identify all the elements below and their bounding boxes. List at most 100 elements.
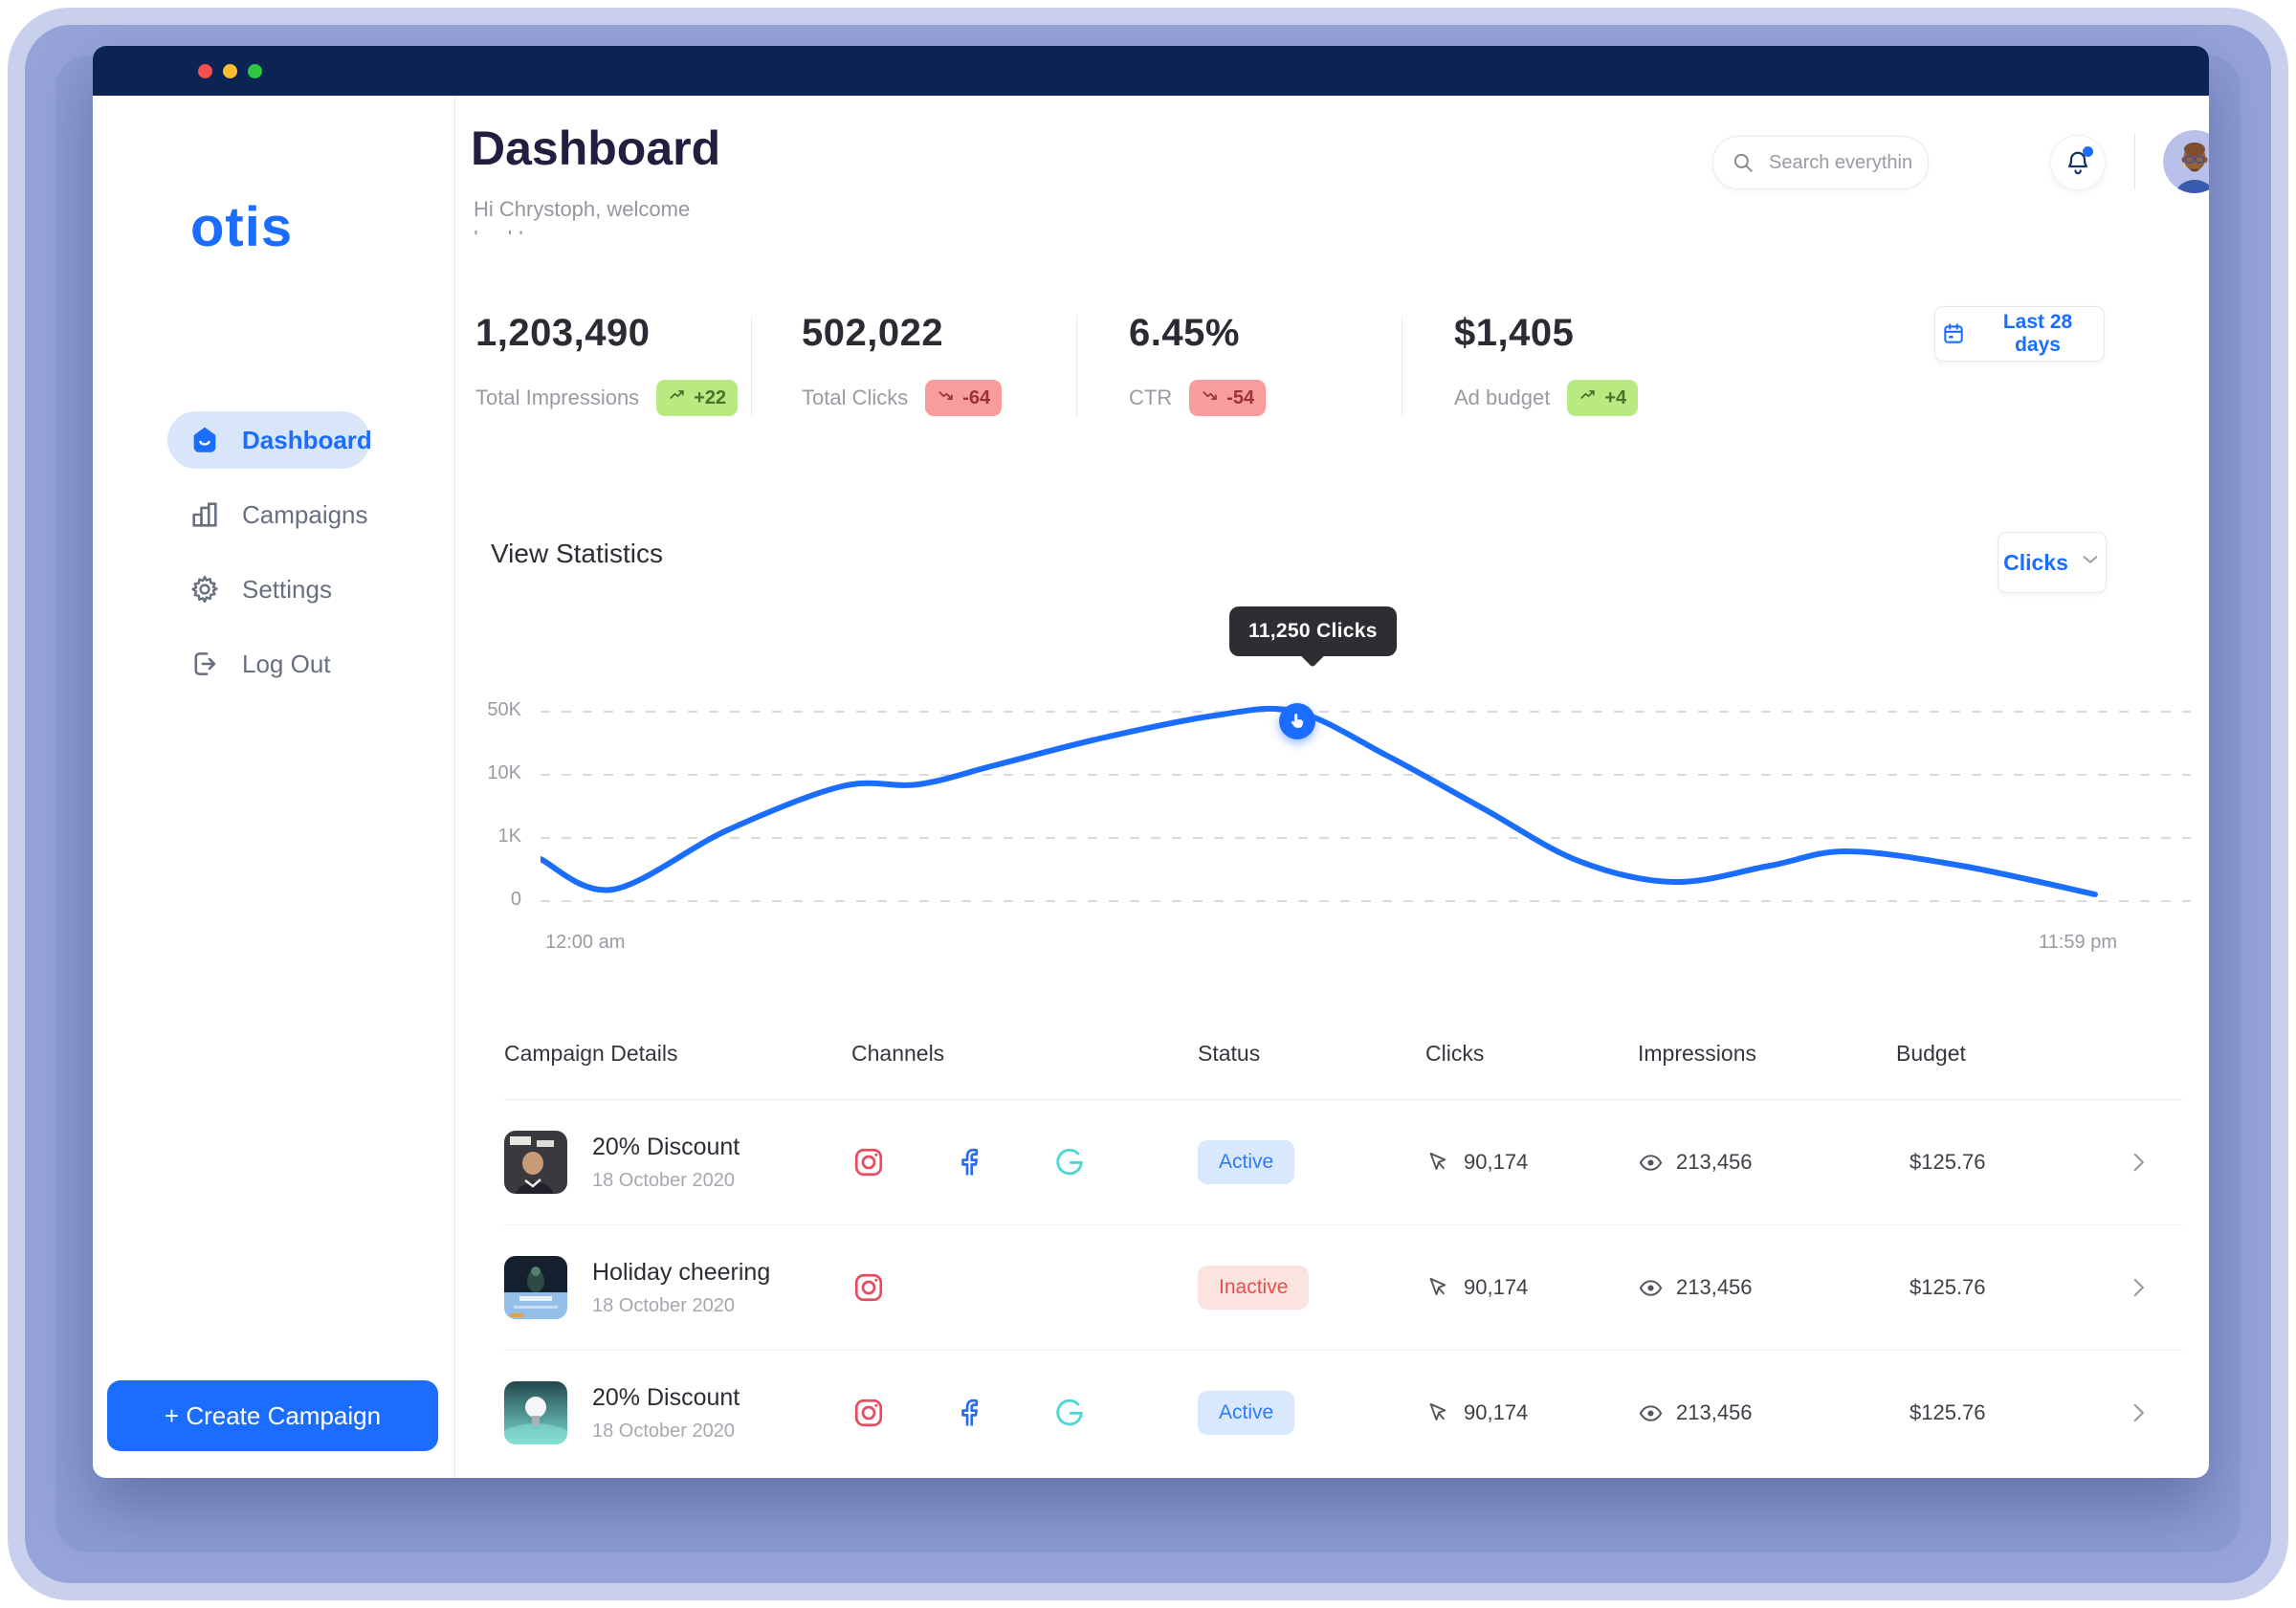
clicks-value: 90,174 <box>1464 1275 1529 1299</box>
stat-card-ctr: 6.45% CTR -54 <box>1129 312 1267 416</box>
table-header-row: Campaign Details Channels Status Clicks Impr… <box>504 1041 2183 1100</box>
trend-up-icon <box>1578 385 1598 410</box>
search-bar[interactable] <box>1712 136 1929 189</box>
stat-card-ad-budget: $1,405 Ad budget +4 <box>1454 312 1639 416</box>
campaign-thumbnail <box>504 1381 567 1444</box>
impressions-value: 213,456 <box>1676 1400 1753 1424</box>
chevron-right-icon[interactable] <box>2126 1400 2151 1425</box>
impressions-value: 213,456 <box>1676 1275 1753 1299</box>
search-icon <box>1731 150 1755 175</box>
stat-value: 6.45% <box>1129 312 1240 354</box>
sidebar-nav: Dashboard Campaigns Settings Log Out <box>93 411 454 710</box>
greeting-line2: back! <box>474 224 789 234</box>
status-cell: Active <box>1198 1140 1425 1184</box>
campaign-row[interactable]: Holiday cheering 18 October 2020 Inactive 9… <box>504 1225 2183 1351</box>
stat-delta-badge: +4 <box>1567 380 1639 416</box>
campaign-row[interactable]: 20% Discount 18 October 2020 Active 90,174 2… <box>504 1351 2183 1475</box>
close-window-button[interactable] <box>198 64 212 78</box>
search-input[interactable] <box>1767 150 1914 175</box>
gear-icon <box>188 573 221 606</box>
instagram-channel-icon <box>851 1270 886 1305</box>
campaign-details-cell: Holiday cheering 18 October 2020 <box>504 1256 851 1319</box>
sidebar-item-campaigns[interactable]: Campaigns <box>167 486 370 543</box>
campaign-details-cell: 20% Discount 18 October 2020 <box>504 1381 851 1444</box>
stat-delta-badge: +22 <box>656 380 739 416</box>
chevron-down-icon <box>2080 549 2101 576</box>
budget-cell: $125.76 <box>1910 1400 1986 1424</box>
status-badge: Inactive <box>1198 1266 1310 1310</box>
channels-cell <box>851 1145 1198 1179</box>
campaign-title: 20% Discount <box>592 1383 740 1411</box>
campaigns-table: Campaign Details Channels Status Clicks Impr… <box>504 1041 2183 1475</box>
zoom-window-button[interactable] <box>248 64 262 78</box>
budget-cell: $125.76 <box>1910 1275 1986 1299</box>
header-divider <box>2134 134 2135 189</box>
eye-icon <box>1638 1400 1664 1426</box>
column-header-budget: Budget <box>1896 1041 1966 1066</box>
sidebar-item-dashboard[interactable]: Dashboard <box>167 411 372 469</box>
stat-label: Total Impressions <box>475 385 640 409</box>
clicks-line-chart <box>541 620 2191 964</box>
facebook-channel-icon <box>952 1396 986 1430</box>
chevron-right-icon[interactable] <box>2126 1275 2151 1300</box>
trend-down-icon <box>1201 385 1220 410</box>
impressions-cell: 213,456 <box>1638 1400 1896 1426</box>
metric-select-dropdown[interactable]: Clicks <box>1998 532 2107 593</box>
campaign-row[interactable]: 20% Discount 18 October 2020 Active 90,174 2… <box>504 1100 2183 1225</box>
impressions-value: 213,456 <box>1676 1150 1753 1174</box>
campaign-title: 20% Discount <box>592 1133 740 1160</box>
minimize-window-button[interactable] <box>223 64 237 78</box>
cursor-icon <box>1425 1400 1451 1426</box>
chart-highlight-marker[interactable] <box>1279 703 1315 739</box>
statistics-section-title: View Statistics <box>491 539 663 568</box>
chart-canvas <box>541 705 2191 902</box>
clicks-cell: 90,174 <box>1425 1275 1638 1301</box>
chevron-right-icon[interactable] <box>2126 1150 2151 1175</box>
column-header-impressions: Impressions <box>1638 1041 1756 1066</box>
stat-divider <box>1076 316 1077 417</box>
campaign-date: 18 October 2020 <box>592 1294 735 1316</box>
stat-delta-badge: -64 <box>925 380 1003 416</box>
chart-tooltip: 11,250 Clicks <box>1229 606 1397 656</box>
campaign-date: 18 October 2020 <box>592 1420 735 1442</box>
notifications-button[interactable] <box>2050 135 2106 190</box>
sidebar-item-label: Settings <box>242 574 332 604</box>
eye-icon <box>1638 1150 1664 1176</box>
status-badge: Active <box>1198 1140 1295 1184</box>
stat-label: Total Clicks <box>802 385 909 409</box>
otis-logo: otis <box>190 196 294 258</box>
sidebar-item-settings[interactable]: Settings <box>167 561 370 618</box>
clicks-value: 90,174 <box>1464 1400 1529 1424</box>
campaign-title: Holiday cheering <box>592 1258 771 1286</box>
column-header-channels: Channels <box>851 1041 945 1066</box>
clicks-value: 90,174 <box>1464 1150 1529 1174</box>
sidebar-item-log-out[interactable]: Log Out <box>167 635 370 693</box>
clicks-cell: 90,174 <box>1425 1150 1638 1176</box>
notification-dot <box>2083 146 2093 157</box>
create-campaign-button[interactable]: + Create Campaign <box>107 1380 438 1451</box>
facebook-channel-icon <box>952 1145 986 1179</box>
eye-icon <box>1638 1275 1664 1301</box>
page-title: Dashboard <box>471 121 721 175</box>
table-body: 20% Discount 18 October 2020 Active 90,174 2… <box>504 1100 2183 1475</box>
column-header-campaign-details: Campaign Details <box>504 1041 678 1066</box>
greeting-text: Hi Chrystoph, welcome back! <box>474 194 789 234</box>
date-range-button[interactable]: Last 28 days <box>1934 306 2105 362</box>
stat-delta: -64 <box>962 386 991 408</box>
google-channel-icon <box>1052 1396 1087 1430</box>
trend-down-icon <box>937 385 956 410</box>
google-channel-icon <box>1052 1145 1087 1179</box>
y-tick-label: 1K <box>497 826 521 847</box>
app-window: otis Dashboard Campaigns Settings Log Out +… <box>93 46 2209 1478</box>
impressions-cell: 213,456 <box>1638 1275 1896 1301</box>
cursor-icon <box>1425 1150 1451 1176</box>
clicks-cell: 90,174 <box>1425 1400 1638 1426</box>
status-cell: Active <box>1198 1391 1425 1435</box>
user-avatar[interactable] <box>2163 130 2209 193</box>
stat-card-total-clicks: 502,022 Total Clicks -64 <box>802 312 1003 416</box>
sidebar-divider <box>454 96 455 1478</box>
cursor-icon <box>1425 1275 1451 1301</box>
impressions-cell: 213,456 <box>1638 1150 1896 1176</box>
stat-delta: -54 <box>1226 386 1255 408</box>
